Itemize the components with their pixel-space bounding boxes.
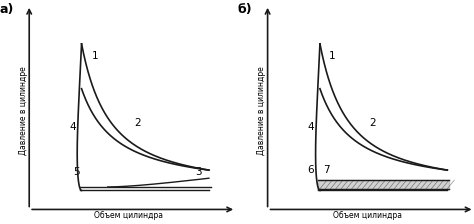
Text: 1: 1 (92, 51, 99, 61)
Y-axis label: Давление в цилиндре: Давление в цилиндре (257, 67, 266, 155)
Text: б): б) (238, 3, 252, 16)
Text: 4: 4 (69, 122, 76, 132)
Text: 1: 1 (328, 51, 335, 61)
Y-axis label: Давление в цилиндре: Давление в цилиндре (19, 67, 28, 155)
Text: а): а) (0, 3, 14, 16)
Text: 2: 2 (134, 118, 140, 127)
X-axis label: Объем цилиндра: Объем цилиндра (94, 211, 163, 220)
Text: 5: 5 (73, 167, 80, 177)
Text: 6: 6 (308, 165, 314, 175)
X-axis label: Объем цилиндра: Объем цилиндра (333, 211, 401, 220)
Text: 2: 2 (369, 118, 375, 127)
Text: 7: 7 (323, 165, 330, 175)
Text: 3: 3 (195, 167, 201, 177)
Text: 4: 4 (308, 122, 314, 132)
